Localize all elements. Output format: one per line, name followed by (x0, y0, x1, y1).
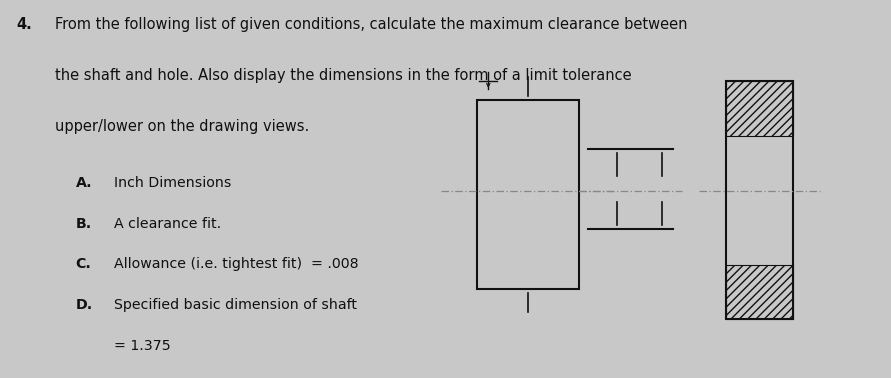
Text: C.: C. (76, 257, 92, 271)
Text: Inch Dimensions: Inch Dimensions (114, 176, 232, 190)
Text: A.: A. (76, 176, 93, 190)
Text: D.: D. (76, 298, 93, 312)
Text: 4.: 4. (16, 17, 32, 32)
Text: the shaft and hole. Also display the dimensions in the form of a limit tolerance: the shaft and hole. Also display the dim… (55, 68, 632, 83)
Text: upper/lower on the drawing views.: upper/lower on the drawing views. (55, 119, 309, 134)
Text: A clearance fit.: A clearance fit. (114, 217, 221, 231)
Text: B.: B. (76, 217, 92, 231)
Bar (477, 100, 579, 289)
Text: From the following list of given conditions, calculate the maximum clearance bet: From the following list of given conditi… (55, 17, 688, 32)
Text: = 1.375: = 1.375 (114, 339, 171, 353)
Bar (726, 81, 793, 319)
Bar (726, 265, 793, 319)
Text: Specified basic dimension of shaft: Specified basic dimension of shaft (114, 298, 357, 312)
Text: Allowance (i.e. tightest fit)  = .008: Allowance (i.e. tightest fit) = .008 (114, 257, 358, 271)
Bar (726, 81, 793, 136)
